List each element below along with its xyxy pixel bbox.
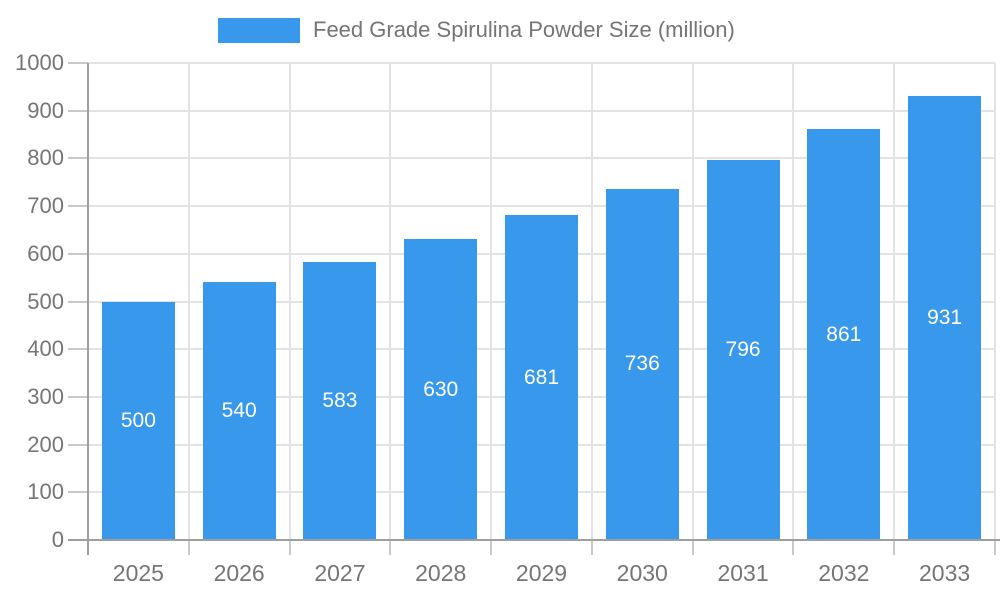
x-axis-label: 2027 <box>314 560 366 586</box>
x-axis-tick <box>288 540 291 555</box>
x-gridline <box>994 63 996 540</box>
x-axis-tick <box>187 540 190 555</box>
bar-2032: 861 <box>807 129 881 540</box>
x-gridline <box>288 63 291 540</box>
y-axis-tick <box>68 157 88 160</box>
y-axis-label: 1000 <box>15 50 64 75</box>
x-axis-label: 2033 <box>919 560 971 586</box>
bar-2033: 931 <box>908 95 982 540</box>
y-axis-label: 100 <box>27 479 64 505</box>
y-gridline <box>88 205 995 208</box>
bar-2031: 796 <box>706 160 780 540</box>
bar-value-label: 931 <box>927 305 963 329</box>
x-axis-tick <box>490 540 493 555</box>
y-axis-label: 800 <box>27 145 64 171</box>
x-axis-tick <box>389 540 392 555</box>
x-gridline <box>893 63 896 540</box>
bar-value-label: 583 <box>322 388 358 412</box>
legend-label: Feed Grade Spirulina Powder Size (millio… <box>313 17 735 42</box>
x-axis-label: 2028 <box>415 560 467 586</box>
x-axis-tick <box>994 540 996 555</box>
x-gridline <box>792 63 795 540</box>
y-axis-label: 500 <box>27 288 64 314</box>
bar-value-label: 861 <box>826 322 862 346</box>
y-axis-tick <box>68 491 88 494</box>
y-axis-label: 400 <box>27 336 64 362</box>
x-gridline <box>590 63 593 540</box>
bar-value-label: 736 <box>624 352 660 376</box>
y-axis-tick <box>68 205 88 208</box>
y-gridline <box>88 109 995 112</box>
bar-value-label: 500 <box>120 408 156 432</box>
x-axis-label: 2026 <box>213 560 265 586</box>
x-gridline <box>389 63 392 540</box>
bar-value-label: 540 <box>221 399 257 423</box>
x-axis-label: 2032 <box>818 560 870 586</box>
y-axis-tick <box>68 443 88 446</box>
y-axis-tick <box>68 348 88 351</box>
y-gridline <box>88 157 995 160</box>
y-axis-tick <box>68 109 88 112</box>
bar-2028: 630 <box>404 239 478 540</box>
bar-2029: 681 <box>505 215 578 540</box>
bar-2027: 583 <box>303 261 377 540</box>
bar-value-label: 796 <box>725 338 761 362</box>
x-axis-label: 2031 <box>717 560 769 586</box>
x-axis-line <box>68 539 1000 541</box>
y-axis-label: 0 <box>51 527 64 552</box>
bar-2025: 500 <box>101 301 175 540</box>
bar-2030: 736 <box>605 188 679 540</box>
x-axis-tick <box>691 540 694 555</box>
y-axis-label: 900 <box>27 97 64 123</box>
y-gridline <box>88 62 995 64</box>
x-axis-tick <box>893 540 896 555</box>
legend-item[interactable]: Feed Grade Spirulina Powder Size (millio… <box>218 17 735 43</box>
y-axis-line <box>87 63 89 555</box>
x-gridline <box>490 63 493 540</box>
x-axis-label: 2030 <box>616 560 668 586</box>
y-axis-label: 200 <box>27 431 64 457</box>
x-axis-label: 2025 <box>112 560 164 586</box>
bar-value-label: 681 <box>523 365 560 389</box>
y-axis-tick <box>68 395 88 398</box>
y-axis-label: 700 <box>27 193 64 219</box>
y-axis-tick <box>68 62 88 64</box>
x-gridline <box>187 63 190 540</box>
bar-value-label: 630 <box>423 377 459 401</box>
legend-swatch <box>218 17 300 43</box>
bar-2026: 540 <box>202 282 276 540</box>
x-gridline <box>691 63 694 540</box>
y-axis-label: 600 <box>27 240 64 266</box>
y-axis-tick <box>68 252 88 255</box>
x-axis-tick <box>590 540 593 555</box>
x-axis-label: 2029 <box>515 560 568 586</box>
x-axis-tick <box>792 540 795 555</box>
y-axis-tick <box>68 300 88 303</box>
y-axis-label: 300 <box>27 383 64 409</box>
